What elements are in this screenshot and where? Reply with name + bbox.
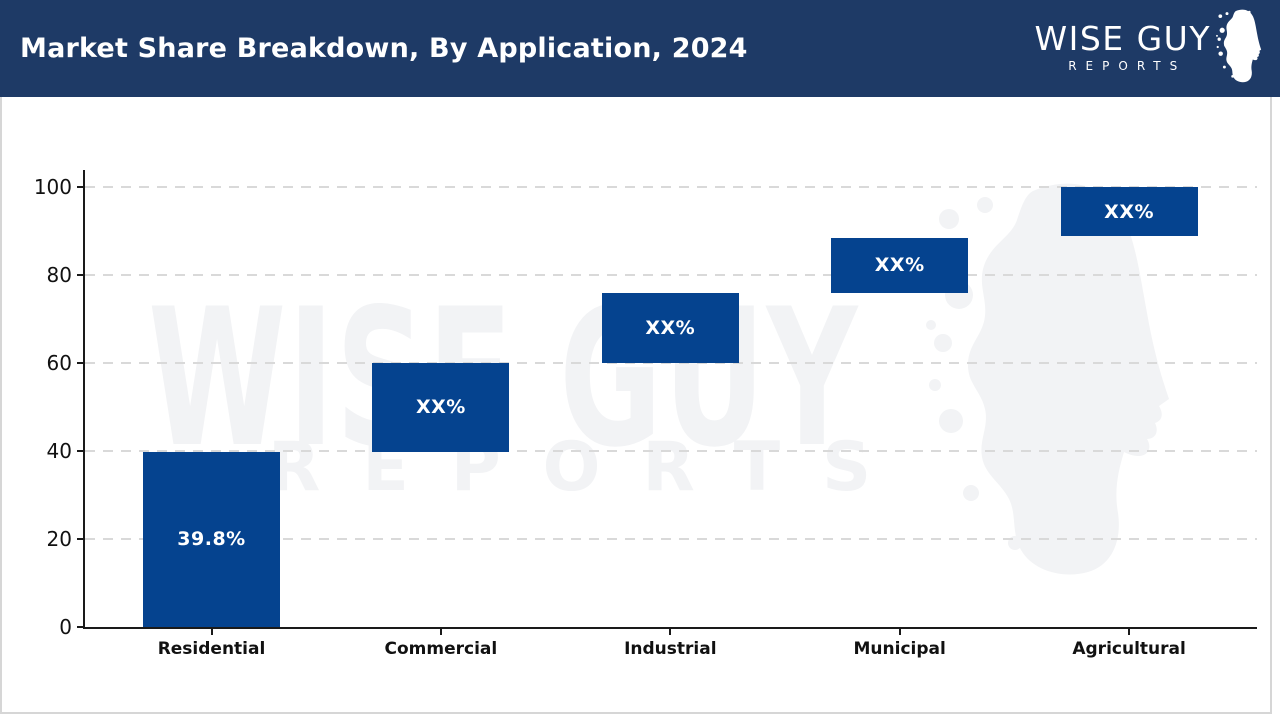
gridline-20 — [85, 538, 1257, 540]
x-tick-label-agricultural: Agricultural — [1072, 639, 1186, 659]
y-axis-line — [83, 170, 85, 629]
x-tick-label-residential: Residential — [157, 639, 266, 659]
gridline-40 — [85, 450, 1257, 452]
y-tick-0 — [77, 626, 85, 628]
y-tick-label-20: 20 — [46, 527, 72, 551]
logo-reports-text: REPORTS — [1068, 59, 1187, 73]
bar-commercial: XX% — [372, 363, 510, 452]
x-axis-line — [83, 627, 1257, 629]
x-tick-label-industrial: Industrial — [624, 639, 717, 659]
bar-value-label: XX% — [645, 317, 696, 340]
logo-wordmark: WISE GUY REPORTS — [1034, 19, 1211, 74]
gridline-60 — [85, 362, 1257, 364]
x-tick-industrial — [669, 627, 672, 635]
bar-value-label: 39.8% — [177, 528, 246, 551]
y-tick-label-80: 80 — [46, 263, 72, 287]
bar-value-label: XX% — [874, 254, 925, 277]
x-tick-label-municipal: Municipal — [853, 639, 946, 659]
x-tick-municipal — [898, 627, 901, 635]
x-tick-agricultural — [1128, 627, 1131, 635]
y-tick-label-0: 0 — [59, 615, 72, 639]
x-tick-residential — [210, 627, 213, 635]
y-tick-60 — [77, 362, 85, 364]
watermark-reports-text: REPORTS — [268, 428, 914, 507]
gridline-80 — [85, 274, 1257, 276]
y-tick-40 — [77, 450, 85, 452]
bar-residential: 39.8% — [143, 451, 280, 627]
wiseguy-logo: WISE GUY REPORTS — [1034, 8, 1268, 86]
bar-industrial: XX% — [601, 293, 739, 363]
x-tick-label-commercial: Commercial — [384, 639, 498, 659]
bar-value-label: XX% — [1104, 200, 1155, 223]
logo-head-icon — [1216, 9, 1262, 83]
x-tick-commercial — [439, 627, 442, 635]
header-bar: Market Share Breakdown, By Application, … — [0, 0, 1280, 97]
bar-agricultural: XX% — [1060, 187, 1198, 237]
y-tick-label-60: 60 — [46, 351, 72, 375]
y-tick-80 — [77, 274, 85, 276]
y-tick-label-100: 100 — [33, 175, 72, 199]
y-tick-20 — [77, 538, 85, 540]
bar-value-label: XX% — [415, 396, 466, 419]
chart-title: Market Share Breakdown, By Application, … — [20, 33, 748, 64]
y-tick-label-40: 40 — [46, 439, 72, 463]
logo-wiseguy-text: WISE GUY — [1034, 19, 1211, 58]
y-tick-100 — [77, 186, 85, 188]
bar-municipal: XX% — [831, 237, 969, 293]
gridline-100 — [85, 186, 1257, 188]
